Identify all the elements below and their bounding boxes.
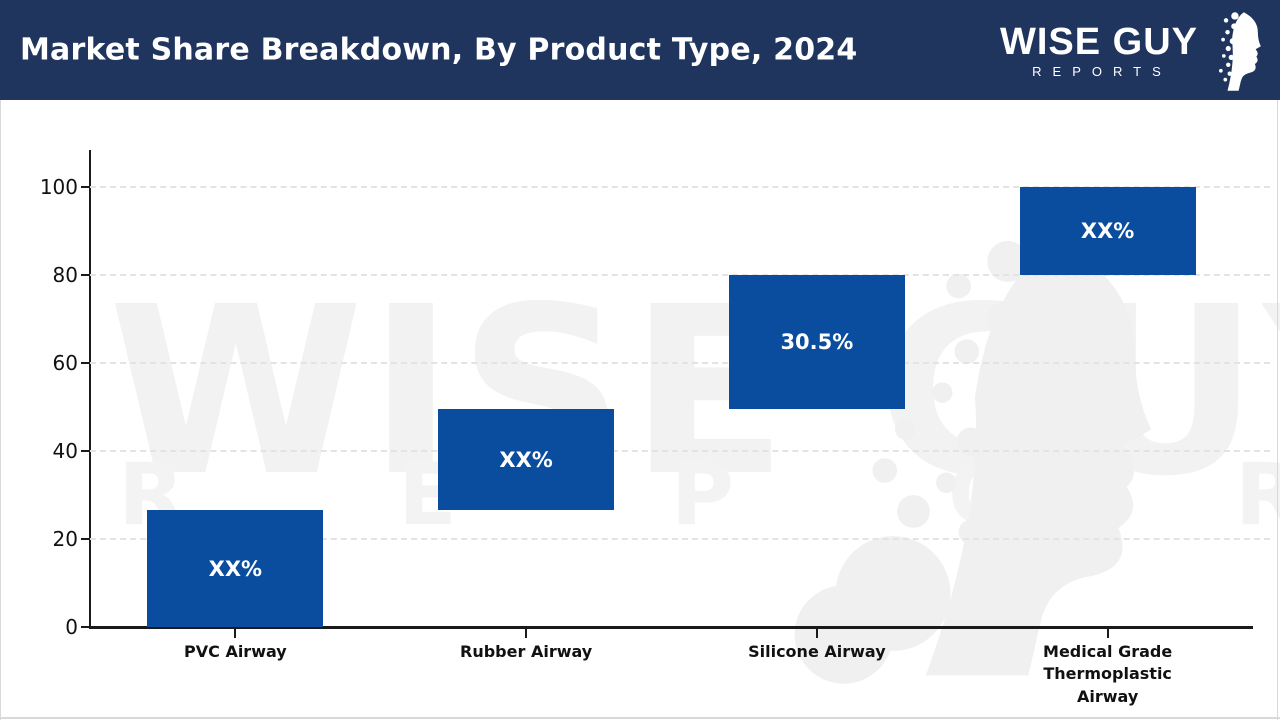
y-tick-label: 100 [39,175,78,199]
y-tick-mark [81,186,90,188]
bar: XX% [438,409,615,511]
y-axis-line [89,150,91,628]
bar-value-label: 30.5% [780,330,854,355]
bar-value-label: XX% [499,447,553,472]
y-tick-mark [81,450,90,452]
y-tick-mark [81,538,90,540]
x-tick-mark [234,629,237,638]
bar: XX% [147,510,324,627]
gridline [90,274,1270,276]
dotted-face-icon [1219,12,1261,91]
bottom-border [0,717,1280,719]
wise-guy-logo: WISE GUY REPORTS [1000,8,1266,92]
left-border [0,100,1,720]
x-axis-line [89,626,1253,629]
logo-subtitle: REPORTS [1032,63,1172,79]
bar: 30.5% [728,275,905,410]
y-tick-label: 40 [52,439,78,463]
y-tick-mark [81,274,90,276]
x-category-label: Medical Grade Thermoplastic Airway [1043,642,1173,706]
right-border [1277,100,1278,720]
x-category-label: PVC Airway [184,642,287,661]
bar-value-label: XX% [1080,219,1135,243]
y-tick-mark [81,626,90,628]
chart-canvas: WISE GUY R E P O R T S 020406080100XX%PV… [0,100,1280,720]
x-tick-mark [525,629,528,638]
x-category-label: Silicone Airway [748,642,886,661]
chart-title: Market Share Breakdown, By Product Type,… [20,32,858,68]
gridline [90,186,1270,188]
gridline [90,450,1270,452]
y-tick-mark [81,362,90,364]
y-tick-label: 0 [65,615,78,639]
x-tick-mark [815,629,818,638]
y-tick-label: 60 [52,351,78,375]
logo-wordmark: WISE GUY [999,20,1198,63]
x-tick-mark [1106,629,1109,638]
y-tick-label: 20 [52,527,78,551]
x-category-label: Rubber Airway [460,642,593,661]
header-bar: Market Share Breakdown, By Product Type,… [0,0,1280,100]
gridline [90,538,1270,540]
y-tick-label: 80 [52,263,78,287]
gridline [90,362,1270,364]
bar-value-label: XX% [208,556,263,581]
bar: XX% [1019,187,1196,275]
logo-text: WISE GUY REPORTS [1000,23,1198,78]
plot: 0 20 40 60 80 100 XX% PVC Airway XX% Rubber Airwa… [0,100,1280,720]
